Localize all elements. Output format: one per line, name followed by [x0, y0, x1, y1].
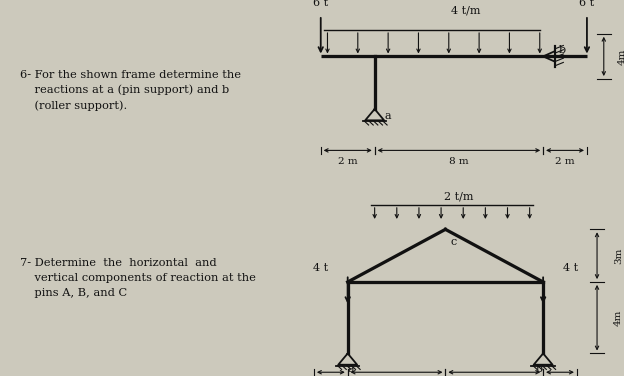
Text: 2 m: 2 m — [338, 156, 358, 165]
Text: 8 m: 8 m — [449, 156, 469, 165]
Text: c: c — [451, 237, 457, 247]
Text: 4 t/m: 4 t/m — [451, 5, 480, 15]
Text: 4 t: 4 t — [562, 263, 578, 273]
Text: b: b — [558, 44, 565, 55]
Text: a: a — [385, 111, 391, 121]
Text: 3m: 3m — [614, 247, 623, 264]
Text: a: a — [348, 364, 354, 374]
Text: 4 t: 4 t — [313, 263, 328, 273]
Text: 6 t: 6 t — [313, 0, 328, 8]
Text: b: b — [536, 364, 544, 374]
Text: 2 m: 2 m — [555, 156, 575, 165]
Text: 4m: 4m — [617, 48, 624, 65]
Text: 6- For the shown frame determine the
    reactions at a (pin support) and b
    : 6- For the shown frame determine the rea… — [20, 70, 241, 111]
Text: 2 t/m: 2 t/m — [444, 191, 474, 201]
Text: 6 t: 6 t — [579, 0, 595, 8]
Text: 4m: 4m — [614, 309, 623, 326]
Text: 7- Determine  the  horizontal  and
    vertical components of reaction at the
  : 7- Determine the horizontal and vertical… — [20, 258, 256, 298]
